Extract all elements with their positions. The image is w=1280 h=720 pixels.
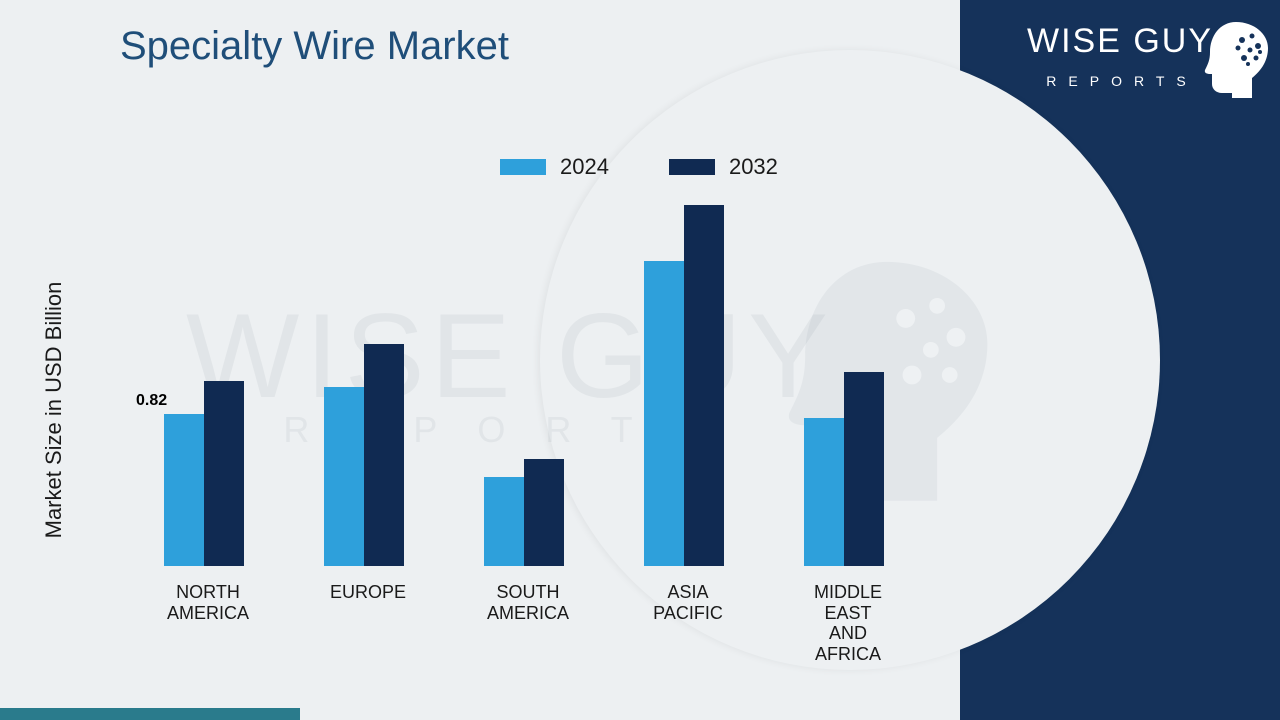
bar-series-b xyxy=(684,205,724,566)
legend-label-b: 2032 xyxy=(729,154,778,180)
bar-annotation: 0.82 xyxy=(136,392,167,410)
legend: 2024 2032 xyxy=(500,154,778,180)
x-axis-label: EUROPE xyxy=(298,582,438,603)
bar-series-b xyxy=(204,381,244,566)
brand-logo: WISE GUY REPORTS xyxy=(980,24,1260,92)
bar-series-b xyxy=(844,372,884,566)
chart-title: Specialty Wire Market xyxy=(120,24,509,69)
bar-series-b xyxy=(364,344,404,566)
chart-area: Market Size in USD Billion 2024 2032 0.8… xyxy=(60,160,960,660)
x-axis-label: NORTHAMERICA xyxy=(138,582,278,623)
x-axis-label: MIDDLEEASTANDAFRICA xyxy=(778,582,918,665)
bar-series-b xyxy=(524,459,564,566)
legend-swatch-a xyxy=(500,159,546,175)
bar-series-a xyxy=(164,414,204,566)
legend-swatch-b xyxy=(669,159,715,175)
page: WISE GUY REPORTS Specialty Wire Market W… xyxy=(0,0,1280,720)
x-axis-label: SOUTHAMERICA xyxy=(458,582,598,623)
plot-area: 0.82 xyxy=(138,196,948,566)
legend-item-2032: 2032 xyxy=(669,154,778,180)
bar-series-a xyxy=(324,387,364,566)
x-axis-label: ASIAPACIFIC xyxy=(618,582,758,623)
legend-item-2024: 2024 xyxy=(500,154,609,180)
bar-series-a xyxy=(644,261,684,566)
legend-label-a: 2024 xyxy=(560,154,609,180)
bar-series-a xyxy=(804,418,844,566)
y-axis-label: Market Size in USD Billion xyxy=(41,282,67,539)
x-axis-labels: NORTHAMERICA EUROPE SOUTHAMERICA ASIAPACIFI… xyxy=(138,574,948,668)
brand-head-icon xyxy=(1202,18,1272,98)
footer-accent-bar xyxy=(0,708,300,720)
brand-line2: REPORTS xyxy=(1046,74,1197,88)
bar-series-a xyxy=(484,477,524,566)
